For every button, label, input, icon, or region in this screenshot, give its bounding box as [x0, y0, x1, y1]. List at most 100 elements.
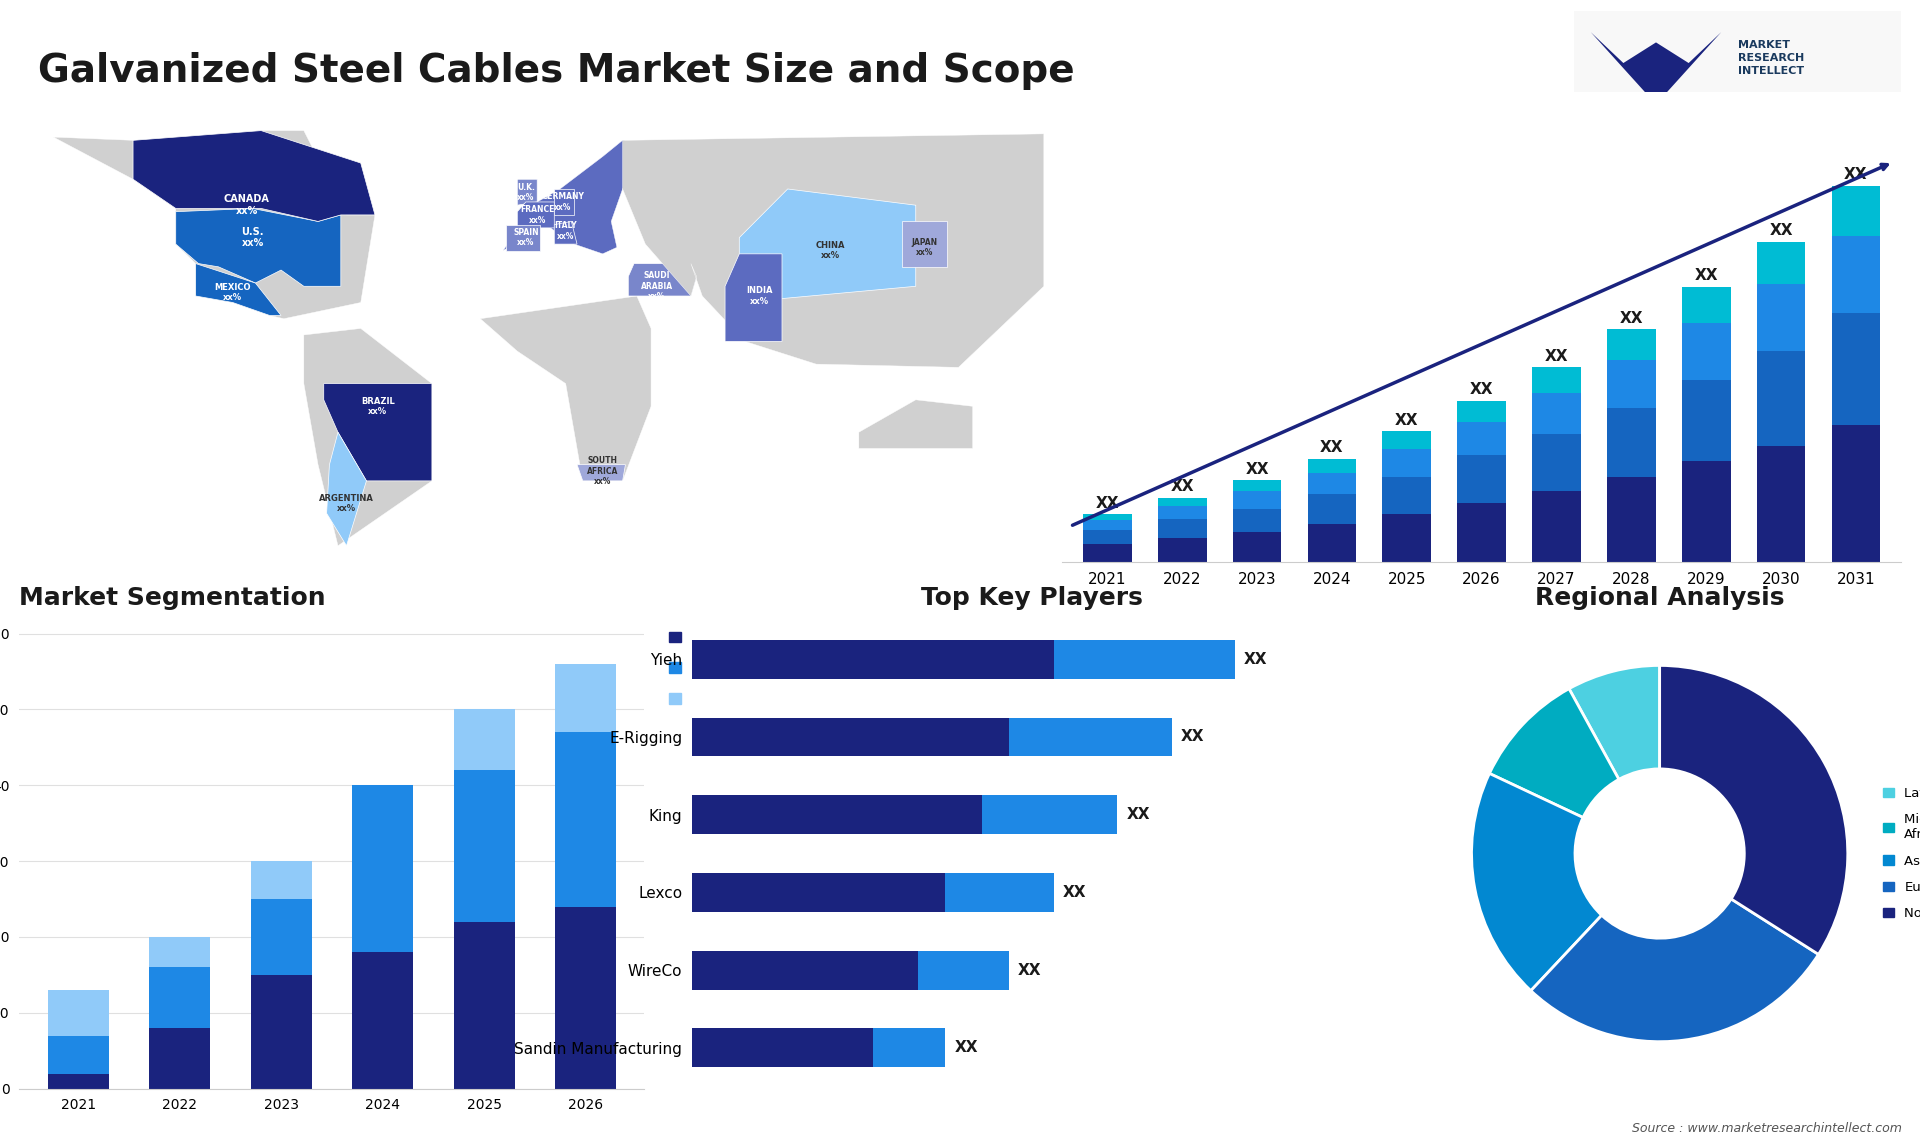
Text: XX: XX — [1064, 885, 1087, 900]
Text: BRAZIL
xx%: BRAZIL xx% — [361, 397, 396, 416]
Wedge shape — [1659, 666, 1847, 955]
Bar — [48, 1036, 109, 1074]
Bar — [1757, 284, 1805, 351]
Bar — [1757, 446, 1805, 562]
Bar — [1757, 351, 1805, 446]
Text: XX: XX — [1396, 413, 1419, 427]
Text: GERMANY
xx%: GERMANY xx% — [541, 193, 584, 212]
Bar — [453, 709, 515, 770]
Bar — [1532, 368, 1580, 393]
Bar — [48, 990, 109, 1036]
Bar — [1457, 503, 1505, 562]
Bar — [1008, 717, 1171, 756]
Polygon shape — [516, 202, 555, 228]
Bar — [1308, 473, 1356, 494]
Bar — [691, 795, 981, 834]
Text: XX: XX — [1244, 652, 1267, 667]
Polygon shape — [516, 179, 538, 205]
Text: XX: XX — [1620, 311, 1644, 325]
Text: U.S.
xx%: U.S. xx% — [242, 227, 263, 249]
Polygon shape — [324, 384, 432, 481]
Bar — [1832, 186, 1880, 236]
Polygon shape — [54, 131, 374, 319]
Text: CANADA
xx%: CANADA xx% — [225, 195, 271, 215]
Bar — [1532, 393, 1580, 434]
Bar — [351, 952, 413, 1089]
Bar — [1158, 497, 1206, 507]
Bar — [691, 639, 1054, 678]
Text: XX: XX — [1181, 730, 1204, 745]
Text: ITALY
xx%: ITALY xx% — [555, 221, 578, 241]
Bar — [874, 1028, 945, 1067]
Bar — [1158, 539, 1206, 562]
Text: JAPAN
xx%: JAPAN xx% — [912, 237, 937, 257]
Bar — [1607, 329, 1655, 360]
Polygon shape — [132, 131, 374, 221]
Bar — [691, 873, 945, 912]
Polygon shape — [326, 432, 367, 545]
Polygon shape — [303, 329, 432, 545]
Bar — [1233, 480, 1281, 490]
Text: XX: XX — [1471, 382, 1494, 397]
Bar — [1682, 380, 1730, 461]
Wedge shape — [1490, 689, 1619, 817]
Wedge shape — [1530, 898, 1818, 1042]
Text: SAUDI
ARABIA
xx%: SAUDI ARABIA xx% — [641, 272, 672, 301]
Wedge shape — [1471, 774, 1601, 990]
Bar — [351, 785, 413, 952]
Bar — [981, 795, 1117, 834]
Bar — [1607, 408, 1655, 477]
Bar — [1682, 323, 1730, 380]
Text: CHINA
xx%: CHINA xx% — [816, 241, 845, 260]
Bar — [150, 937, 209, 967]
Bar — [1457, 401, 1505, 422]
FancyBboxPatch shape — [1574, 11, 1901, 115]
Text: XX: XX — [1546, 348, 1569, 363]
Bar — [1757, 242, 1805, 284]
Bar — [1607, 477, 1655, 562]
Bar — [1158, 507, 1206, 519]
Wedge shape — [1569, 666, 1659, 779]
Bar — [555, 732, 616, 906]
Title: Top Key Players: Top Key Players — [920, 586, 1142, 610]
Bar — [1083, 544, 1131, 562]
Text: XX: XX — [1018, 963, 1041, 978]
Polygon shape — [628, 264, 697, 296]
Bar — [691, 1028, 874, 1067]
Text: U.K.
xx%: U.K. xx% — [516, 182, 536, 202]
Bar — [453, 770, 515, 921]
Bar — [1457, 455, 1505, 503]
Polygon shape — [480, 296, 651, 481]
Bar — [1832, 313, 1880, 425]
Legend: Latin America, Middle East &
Africa, Asia Pacific, Europe, North America: Latin America, Middle East & Africa, Asi… — [1878, 782, 1920, 925]
Text: XX: XX — [1321, 440, 1344, 455]
Bar — [1308, 524, 1356, 562]
Polygon shape — [177, 209, 342, 286]
Polygon shape — [858, 400, 973, 448]
Polygon shape — [555, 221, 578, 244]
Bar — [48, 1074, 109, 1089]
Polygon shape — [196, 264, 280, 315]
Text: XX: XX — [1127, 807, 1150, 822]
Bar — [1233, 532, 1281, 562]
Legend: Type, Application, Geography: Type, Application, Geography — [664, 626, 776, 712]
Bar — [1382, 449, 1430, 477]
Text: SPAIN
xx%: SPAIN xx% — [513, 228, 540, 248]
Bar — [1532, 490, 1580, 562]
Bar — [1308, 458, 1356, 473]
Bar — [1158, 519, 1206, 539]
Bar — [1083, 515, 1131, 520]
Bar — [691, 951, 918, 990]
Title: Regional Analysis: Regional Analysis — [1534, 586, 1784, 610]
Polygon shape — [503, 140, 645, 254]
Polygon shape — [555, 189, 574, 215]
Polygon shape — [726, 254, 781, 342]
Bar — [252, 861, 311, 900]
Text: MARKET
RESEARCH
INTELLECT: MARKET RESEARCH INTELLECT — [1738, 40, 1805, 76]
Bar — [1233, 490, 1281, 509]
Bar — [150, 967, 209, 1028]
Bar — [252, 975, 311, 1089]
Bar — [1083, 520, 1131, 529]
Bar — [1682, 461, 1730, 562]
Bar — [691, 717, 1008, 756]
